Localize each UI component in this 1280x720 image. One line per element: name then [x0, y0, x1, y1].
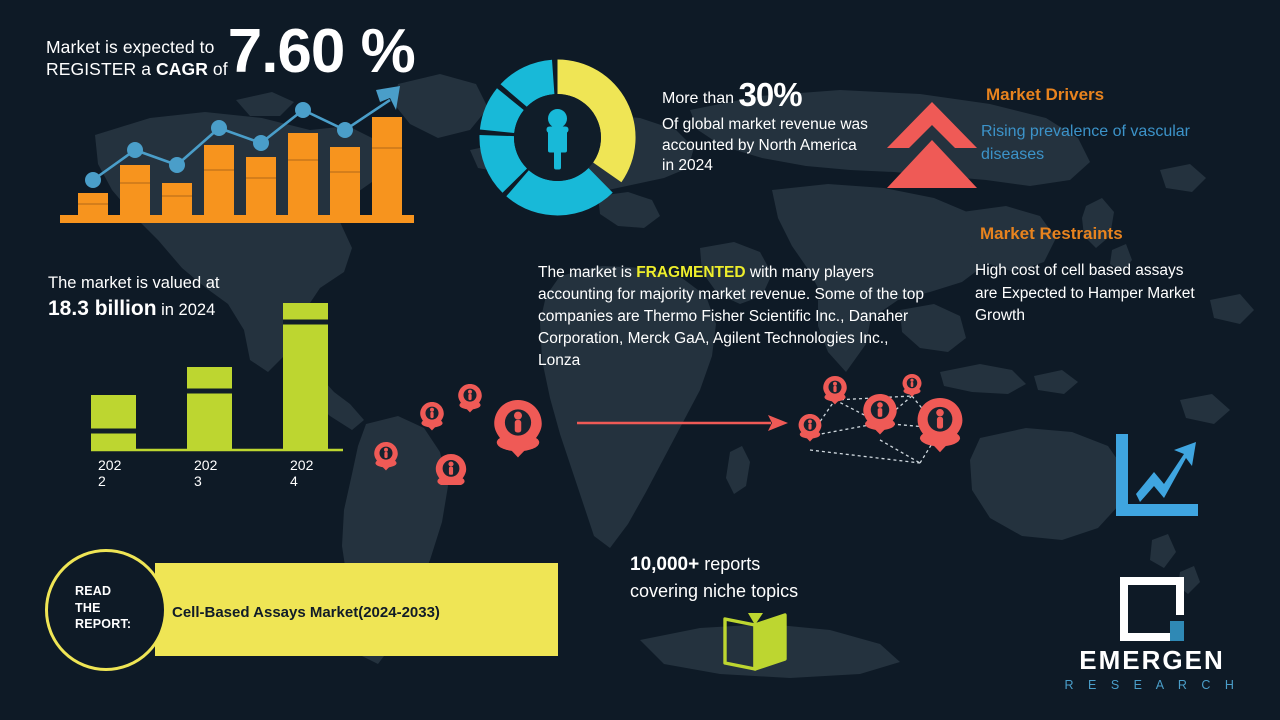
bar-divider — [91, 319, 328, 434]
trend-arrowhead — [376, 86, 400, 110]
market-drivers-heading: Market Drivers — [986, 85, 1105, 104]
share-value: 30% — [738, 76, 802, 113]
map-pin — [435, 454, 467, 485]
reports-label: reports — [699, 554, 761, 574]
donut-slice-cyan-4 — [506, 168, 613, 216]
donut-slice-cyan-3 — [479, 135, 528, 193]
svg-text:3: 3 — [194, 473, 202, 489]
read-line1: READ — [75, 584, 112, 598]
map-pin — [494, 400, 542, 458]
header-text: Market is expected to REGISTER a CAGR of — [46, 36, 228, 80]
map-pin — [902, 374, 922, 397]
frag-pre: The market is — [538, 264, 637, 281]
report-banner[interactable] — [155, 563, 558, 656]
map-pin — [420, 402, 444, 431]
person-icon — [546, 109, 569, 170]
transition-arrow-icon — [577, 415, 788, 431]
svg-text:202: 202 — [98, 457, 122, 473]
map-pin — [917, 398, 963, 453]
reports-count-block: 10,000+ reports covering niche topics — [630, 551, 890, 604]
read-line3: REPORT: — [75, 617, 132, 631]
valuation-value: 18.3 billion — [48, 297, 157, 320]
share-prefix: More than — [662, 90, 739, 107]
logo-wordmark: EMERGEN — [1079, 645, 1225, 675]
regional-share-block: More than 30% Of global market revenue w… — [662, 78, 872, 177]
report-banner-title: Cell-Based Assays Market(2024-2033) — [172, 604, 440, 621]
svg-text:202: 202 — [290, 457, 314, 473]
growth-chart-icon — [1116, 434, 1198, 516]
market-valuation-block: The market is valued at 18.3 billion in … — [48, 272, 348, 323]
map-pins-network-group — [798, 374, 963, 464]
read-report-label: READ THE REPORT: — [75, 583, 145, 633]
header-line2-bold: CAGR — [156, 59, 208, 79]
bar-tick-marks — [78, 147, 402, 205]
frag-highlight: FRAGMENTED — [636, 264, 746, 281]
square-chart-logo-icon — [1120, 577, 1184, 641]
open-book-icon — [723, 613, 787, 671]
market-restraints-heading: Market Restraints — [980, 224, 1123, 243]
header-cagr-block: Market is expected to REGISTER a CAGR of… — [46, 17, 516, 86]
share-description: Of global market revenue was accounted b… — [662, 116, 868, 174]
logo-subtitle: R E S E A R C H — [1064, 678, 1240, 692]
header-line2-pre: REGISTER a — [46, 59, 157, 79]
frag-post: with many players accounting for majorit… — [538, 264, 924, 369]
chart-baseline — [60, 215, 414, 223]
svg-text:4: 4 — [290, 473, 298, 489]
reports-line2: covering niche topics — [630, 581, 799, 601]
bar-series — [91, 303, 328, 450]
bar-series — [78, 117, 402, 215]
trend-point — [85, 102, 353, 188]
donut-slice-cyan-1 — [500, 59, 555, 107]
regional-revenue-share-donut — [479, 59, 636, 216]
market-restraints-text: High cost of cell based assays are Expec… — [975, 262, 1195, 324]
market-growth-trend-chart — [60, 86, 414, 223]
map-pin — [458, 384, 482, 413]
double-chevron-up-icon — [887, 102, 977, 188]
reports-count: 10,000+ — [630, 554, 700, 575]
cagr-value: 7.60 % — [227, 17, 416, 86]
market-drivers-text: Rising prevalence of vascular diseases — [981, 123, 1190, 163]
header-line2-post: of — [207, 59, 228, 79]
map-pin — [863, 394, 897, 435]
map-pin — [798, 414, 822, 442]
map-pin — [823, 376, 847, 405]
donut-slice-yellow — [557, 59, 636, 183]
header-line1: Market is expected to — [46, 37, 215, 57]
fragmentation-paragraph: The market is FRAGMENTED with many playe… — [538, 262, 930, 372]
svg-text:2: 2 — [98, 473, 106, 489]
valuation-line1: The market is valued at — [48, 274, 220, 292]
donut-slice-cyan-2 — [479, 88, 524, 133]
read-report-circle[interactable] — [45, 549, 167, 671]
map-pin — [374, 442, 398, 471]
read-line2: THE — [75, 600, 101, 615]
svg-text:202: 202 — [194, 457, 218, 473]
map-pins-scattered-group — [374, 384, 542, 485]
valuation-year: in 2024 — [156, 301, 216, 319]
